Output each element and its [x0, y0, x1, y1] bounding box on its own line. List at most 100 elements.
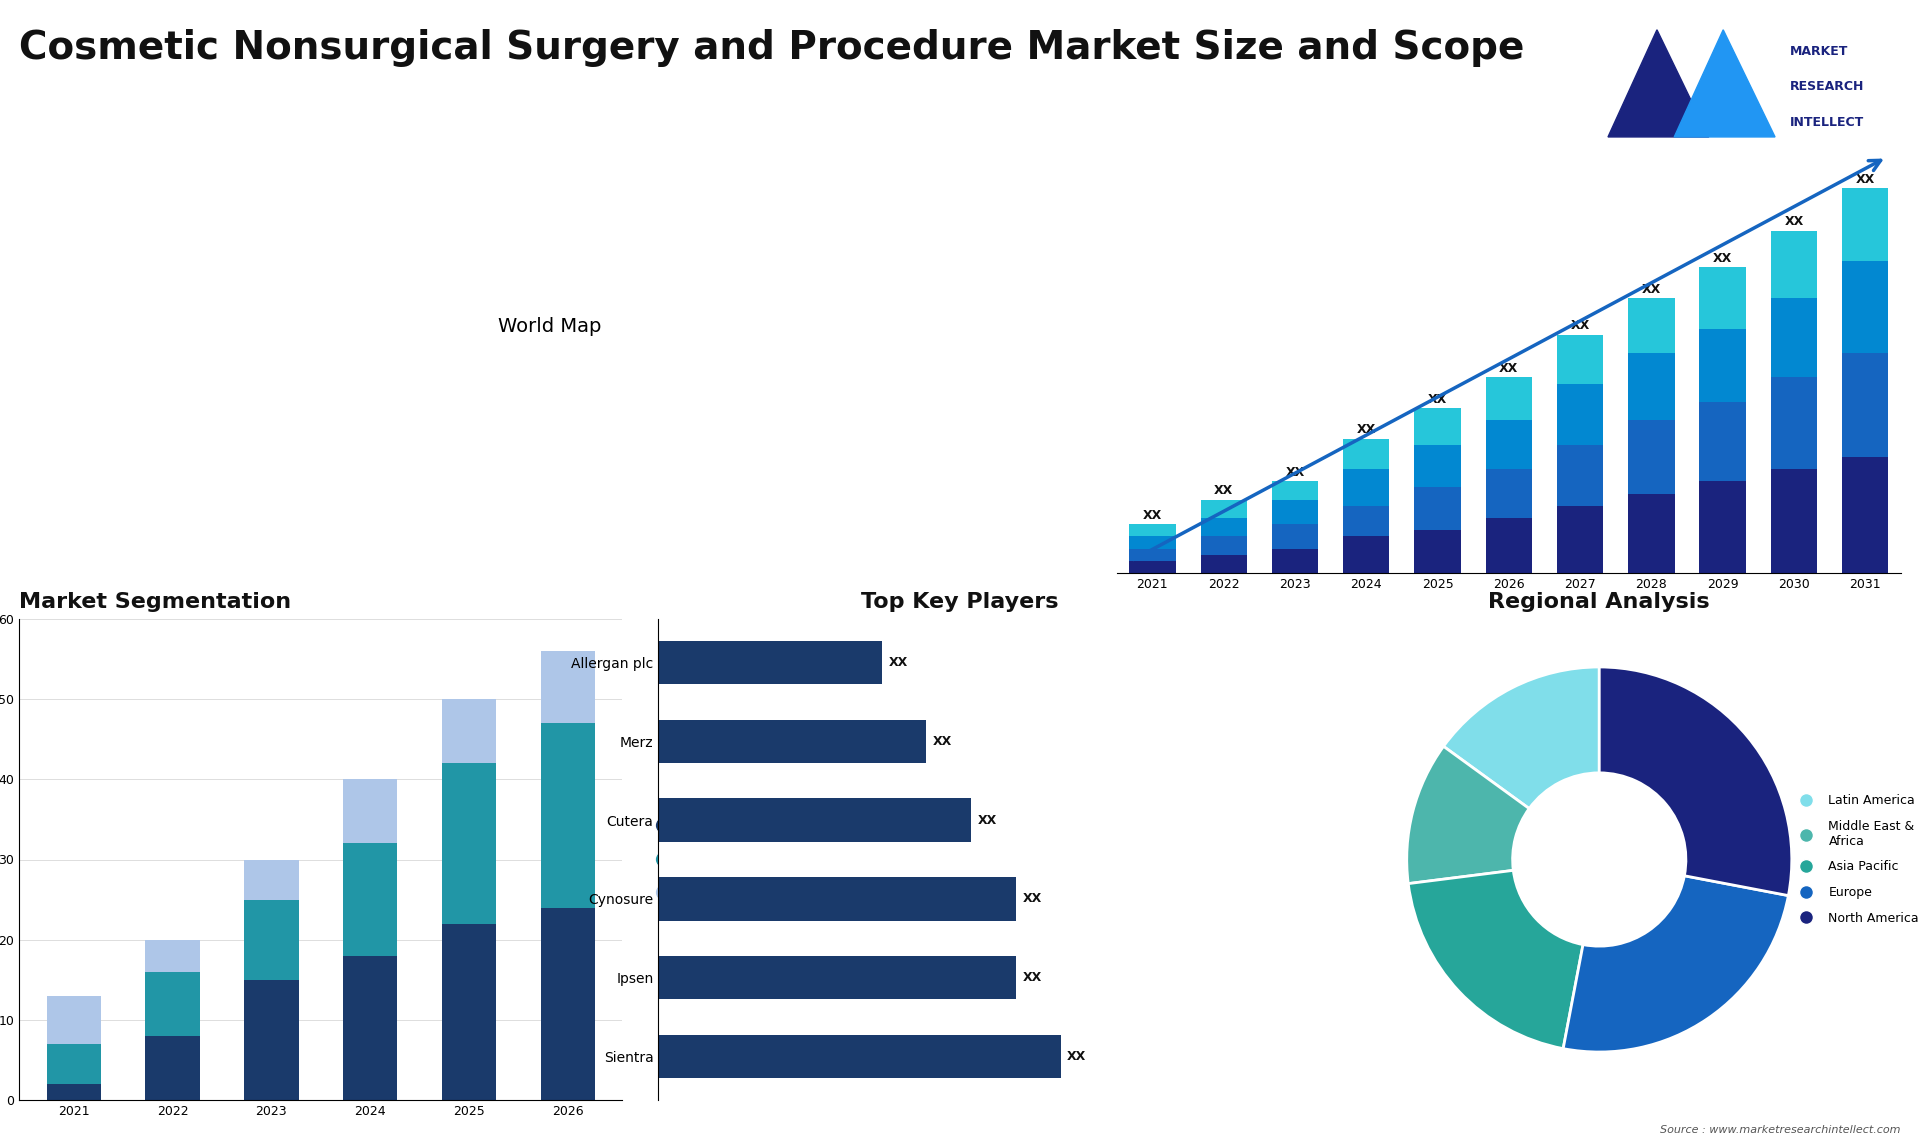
Bar: [1628, 353, 1674, 421]
Bar: [1557, 384, 1603, 445]
Bar: [1200, 518, 1246, 536]
Text: XX: XX: [1428, 393, 1448, 406]
Bar: [442, 924, 495, 1100]
Bar: [659, 1035, 1060, 1078]
Text: RESEARCH: RESEARCH: [1789, 80, 1864, 93]
Bar: [1699, 481, 1745, 573]
Bar: [1628, 298, 1674, 353]
Bar: [1415, 445, 1461, 487]
Text: XX: XX: [1784, 215, 1803, 228]
Bar: [46, 1044, 102, 1084]
Bar: [1841, 188, 1889, 261]
Polygon shape: [1609, 30, 1709, 136]
Wedge shape: [1407, 746, 1528, 884]
Bar: [1557, 335, 1603, 384]
Bar: [659, 799, 972, 842]
Bar: [541, 651, 595, 723]
Bar: [1841, 261, 1889, 353]
Bar: [1271, 500, 1319, 524]
Bar: [1271, 549, 1319, 573]
Text: XX: XX: [889, 656, 908, 669]
Text: XX: XX: [1357, 423, 1377, 437]
Bar: [1486, 377, 1532, 421]
Wedge shape: [1444, 667, 1599, 809]
Text: XX: XX: [1713, 252, 1732, 265]
Text: XX: XX: [1023, 893, 1043, 905]
Text: XX: XX: [1142, 509, 1162, 521]
Bar: [1129, 536, 1175, 549]
Bar: [1486, 469, 1532, 518]
Bar: [1770, 469, 1816, 573]
Bar: [1200, 555, 1246, 573]
Legend: Type, Application, Geography: Type, Application, Geography: [641, 813, 783, 906]
Text: MARKET: MARKET: [1789, 45, 1847, 58]
Title: Top Key Players: Top Key Players: [862, 591, 1058, 612]
Bar: [442, 763, 495, 924]
Bar: [344, 843, 397, 956]
Text: Source : www.marketresearchintellect.com: Source : www.marketresearchintellect.com: [1661, 1124, 1901, 1135]
Bar: [146, 1036, 200, 1100]
Bar: [1699, 267, 1745, 329]
Bar: [1486, 518, 1532, 573]
Bar: [442, 699, 495, 763]
Bar: [244, 860, 298, 900]
Text: XX: XX: [1642, 283, 1661, 296]
Bar: [244, 980, 298, 1100]
Bar: [1486, 421, 1532, 469]
Legend: Latin America, Middle East &
Africa, Asia Pacific, Europe, North America: Latin America, Middle East & Africa, Asi…: [1788, 790, 1920, 929]
Bar: [1557, 445, 1603, 505]
Bar: [1200, 536, 1246, 555]
Bar: [1415, 408, 1461, 445]
Bar: [1344, 505, 1390, 536]
Wedge shape: [1563, 876, 1788, 1052]
Bar: [344, 956, 397, 1100]
Bar: [1699, 402, 1745, 481]
Bar: [1770, 298, 1816, 377]
Bar: [659, 720, 927, 763]
Bar: [1557, 505, 1603, 573]
Text: XX: XX: [1571, 320, 1590, 332]
Title: Regional Analysis: Regional Analysis: [1488, 591, 1711, 612]
Text: XX: XX: [933, 735, 952, 747]
Bar: [1344, 439, 1390, 469]
Bar: [1129, 524, 1175, 536]
Bar: [1415, 487, 1461, 531]
Bar: [1271, 481, 1319, 500]
Text: INTELLECT: INTELLECT: [1789, 116, 1864, 128]
Bar: [659, 877, 1016, 920]
Bar: [1415, 531, 1461, 573]
Bar: [146, 972, 200, 1036]
Text: XX: XX: [1500, 362, 1519, 375]
Bar: [541, 908, 595, 1100]
Wedge shape: [1407, 870, 1582, 1049]
Bar: [659, 956, 1016, 999]
Text: XX: XX: [1213, 485, 1233, 497]
Bar: [1200, 500, 1246, 518]
Bar: [1344, 469, 1390, 505]
Bar: [659, 641, 881, 684]
Text: XX: XX: [1284, 466, 1304, 479]
Text: World Map: World Map: [497, 317, 601, 336]
Bar: [1841, 457, 1889, 573]
Bar: [1129, 549, 1175, 560]
Bar: [1271, 524, 1319, 549]
Bar: [1699, 329, 1745, 402]
Bar: [1628, 494, 1674, 573]
Bar: [344, 779, 397, 843]
Text: XX: XX: [1068, 1050, 1087, 1063]
Text: XX: XX: [1023, 972, 1043, 984]
Wedge shape: [1599, 667, 1791, 895]
Bar: [244, 900, 298, 980]
Bar: [1770, 377, 1816, 469]
Bar: [1344, 536, 1390, 573]
Text: XX: XX: [1855, 173, 1874, 186]
Bar: [1129, 560, 1175, 573]
Text: XX: XX: [977, 814, 996, 826]
Polygon shape: [1674, 30, 1774, 136]
Bar: [541, 723, 595, 908]
Bar: [1770, 230, 1816, 298]
Bar: [146, 940, 200, 972]
Bar: [1628, 421, 1674, 494]
Text: Market Segmentation: Market Segmentation: [19, 591, 292, 612]
Bar: [1841, 353, 1889, 457]
